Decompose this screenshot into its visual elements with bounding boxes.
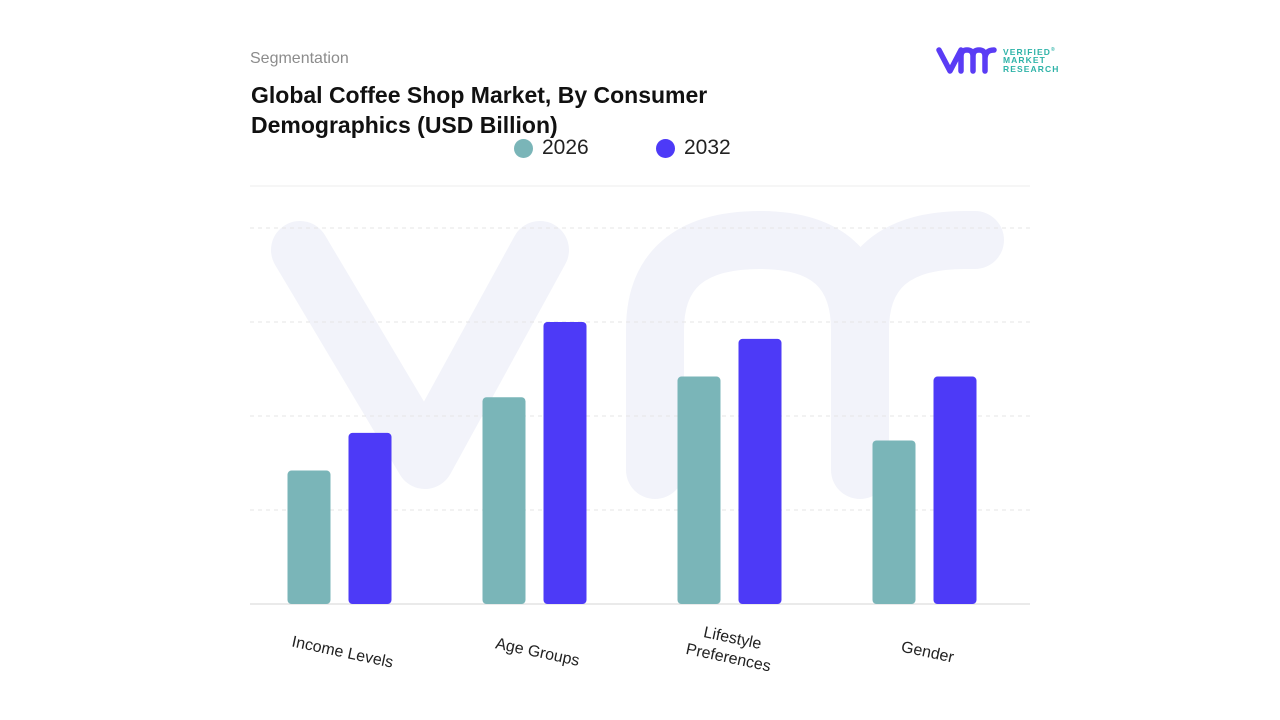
vmr-logo-icon — [936, 47, 997, 74]
bar-2032-age-groups — [543, 322, 587, 604]
logo-wordmark: VERIFIED® MARKET RESEARCH — [1003, 46, 1060, 75]
logo-line-market: MARKET — [1003, 55, 1046, 66]
vmr-watermark — [271, 211, 1004, 499]
bar-2032-income-levels — [348, 432, 392, 604]
legend-item-2032: 2032 — [656, 136, 731, 160]
bar-2032-gender — [933, 376, 977, 604]
registered-mark: ® — [1051, 46, 1056, 53]
bar-2026-gender — [872, 440, 916, 604]
legend-label-2032: 2032 — [684, 136, 731, 159]
segmentation-label: Segmentation — [250, 50, 349, 67]
logo-line-research: RESEARCH — [1003, 64, 1060, 75]
x-tick-label: LifestylePreferences — [684, 621, 776, 675]
verified-market-research-logo: VERIFIED® MARKET RESEARCH — [936, 44, 1060, 76]
x-tick-label: Income Levels — [290, 634, 394, 672]
bar-2032-lifestyle-preferences — [738, 338, 782, 604]
chart-title: Global Coffee Shop Market, By Consumer D… — [251, 82, 708, 138]
legend-swatch-2032 — [656, 138, 675, 158]
x-tick-label: Age Groups — [494, 635, 581, 669]
legend-swatch-2026 — [514, 138, 533, 158]
legend-label-2026: 2026 — [542, 136, 589, 159]
logo-line-verified: VERIFIED — [1003, 46, 1052, 57]
bar-2026-age-groups — [482, 397, 526, 604]
bar-2026-lifestyle-preferences — [677, 376, 721, 604]
bar-2026-income-levels — [287, 470, 331, 604]
legend-item-2026: 2026 — [514, 136, 589, 160]
x-tick-label: Gender — [900, 639, 956, 667]
